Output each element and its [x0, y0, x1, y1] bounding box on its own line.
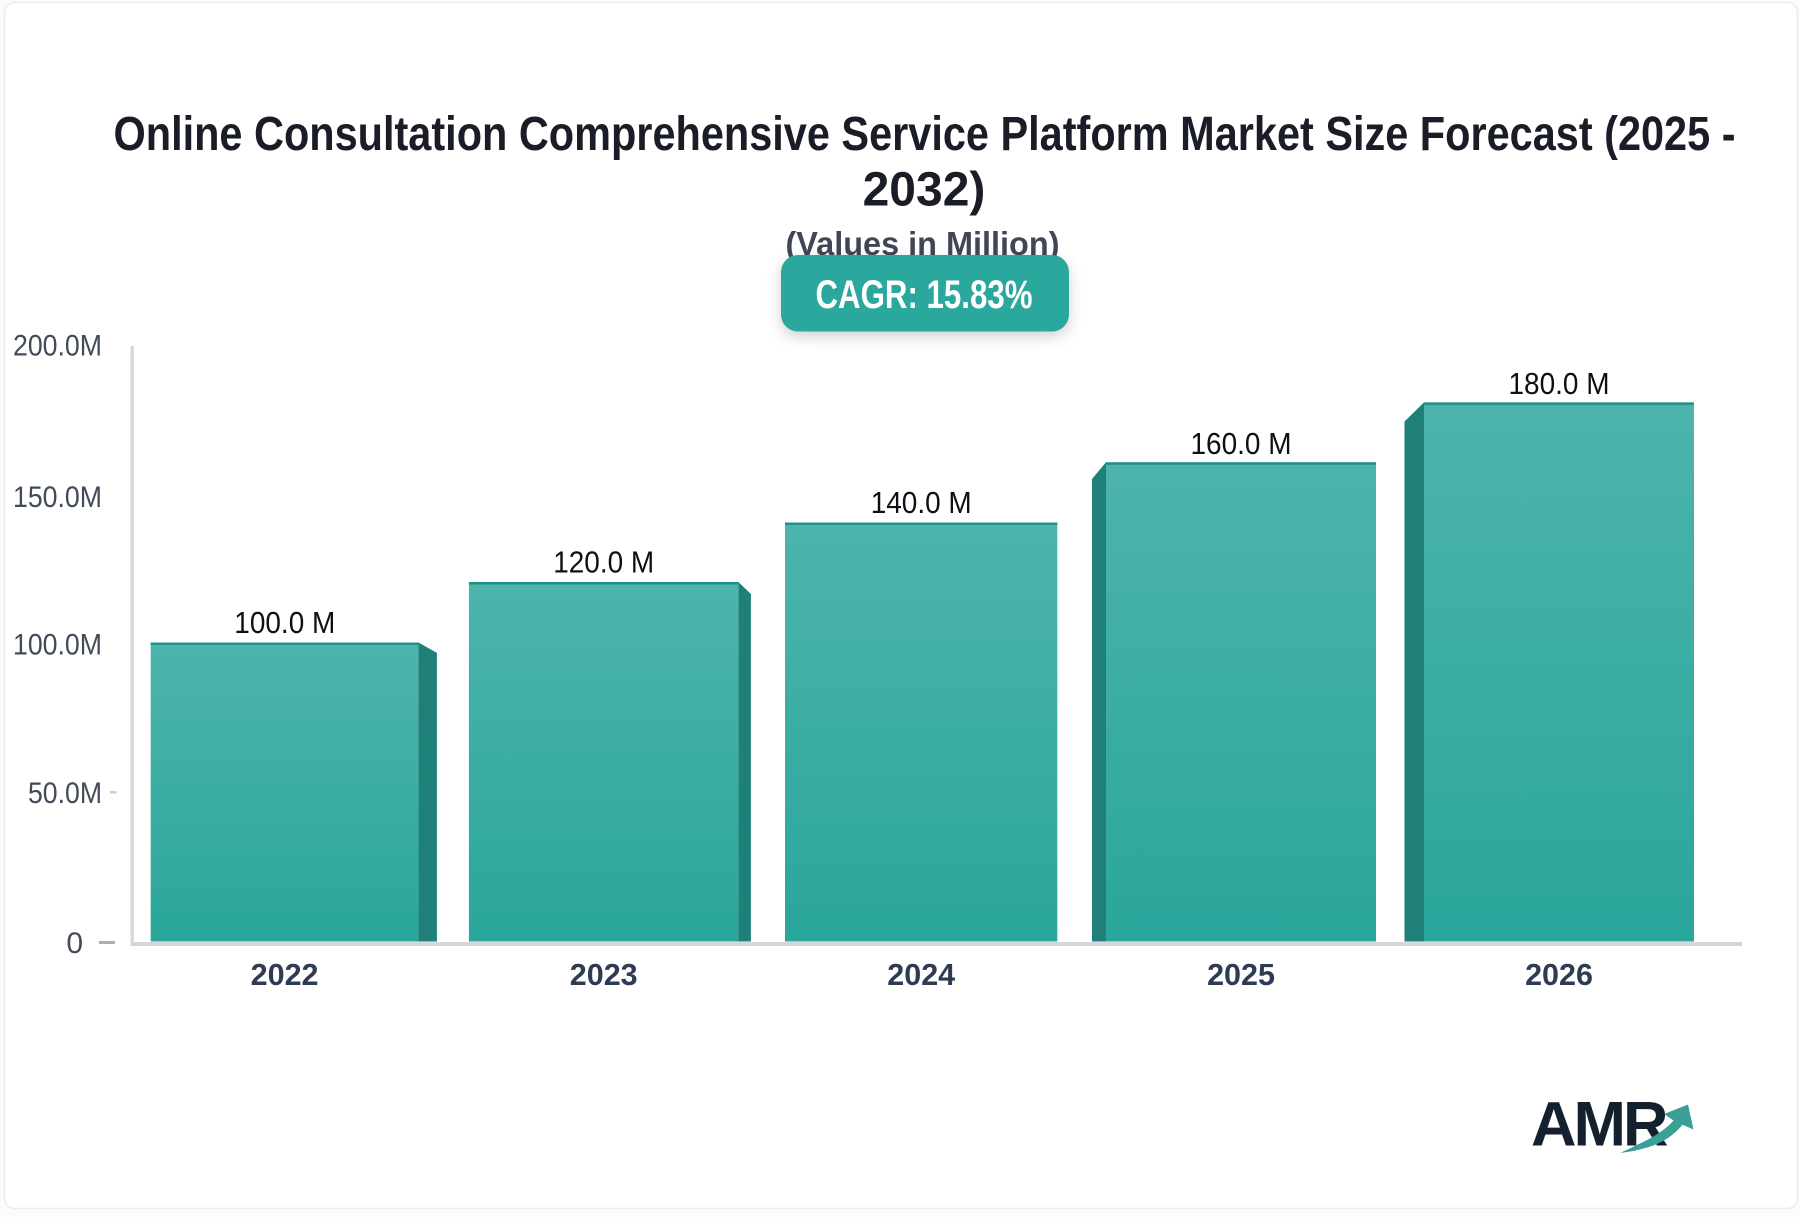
svg-text:140.0 M: 140.0 M — [871, 485, 972, 520]
svg-text:2023: 2023 — [570, 958, 638, 992]
svg-text:100.0 M: 100.0 M — [234, 605, 335, 640]
svg-text:200.0M: 200.0M — [13, 330, 102, 363]
svg-text:0: 0 — [66, 927, 83, 960]
svg-text:AMR: AMR — [1531, 1089, 1668, 1159]
svg-text:50.0M: 50.0M — [28, 777, 102, 810]
svg-text:160.0 M: 160.0 M — [1191, 426, 1292, 461]
svg-text:2022: 2022 — [251, 958, 319, 992]
svg-text:100.0M: 100.0M — [13, 629, 102, 662]
svg-text:2026: 2026 — [1525, 958, 1593, 992]
svg-text:CAGR: 15.83%: CAGR: 15.83% — [816, 273, 1033, 317]
svg-text:120.0 M: 120.0 M — [553, 545, 654, 580]
svg-text:150.0M: 150.0M — [13, 481, 102, 514]
svg-text:2032): 2032) — [863, 164, 986, 217]
svg-text:Online Consultation Comprehens: Online Consultation Comprehensive Servic… — [114, 108, 1736, 161]
svg-text:180.0 M: 180.0 M — [1509, 366, 1610, 401]
svg-text:2024: 2024 — [887, 958, 955, 992]
svg-text:2025: 2025 — [1207, 958, 1275, 992]
